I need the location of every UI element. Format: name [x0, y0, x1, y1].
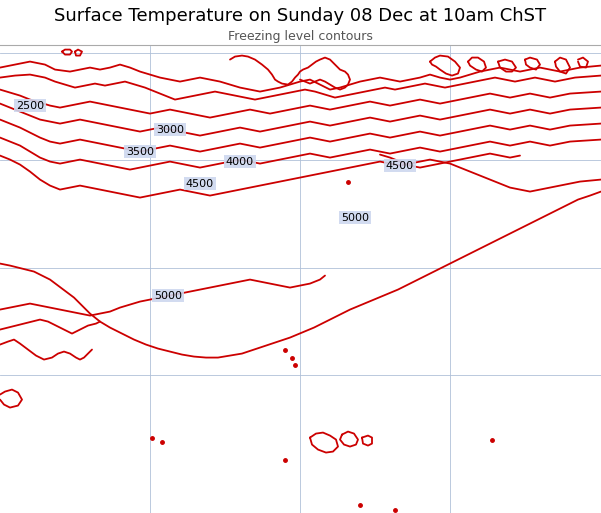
Text: 4500: 4500	[386, 161, 414, 170]
Text: 4500: 4500	[186, 179, 214, 189]
Text: Surface Temperature on Sunday 08 Dec at 10am ChST: Surface Temperature on Sunday 08 Dec at …	[55, 7, 546, 25]
Text: 2500: 2500	[16, 101, 44, 111]
Text: 4000: 4000	[226, 156, 254, 167]
Text: 5000: 5000	[154, 290, 182, 301]
Text: Freezing level contours: Freezing level contours	[228, 30, 373, 43]
Text: 3000: 3000	[156, 125, 184, 134]
Text: 5000: 5000	[341, 212, 369, 223]
Text: 3500: 3500	[126, 147, 154, 156]
